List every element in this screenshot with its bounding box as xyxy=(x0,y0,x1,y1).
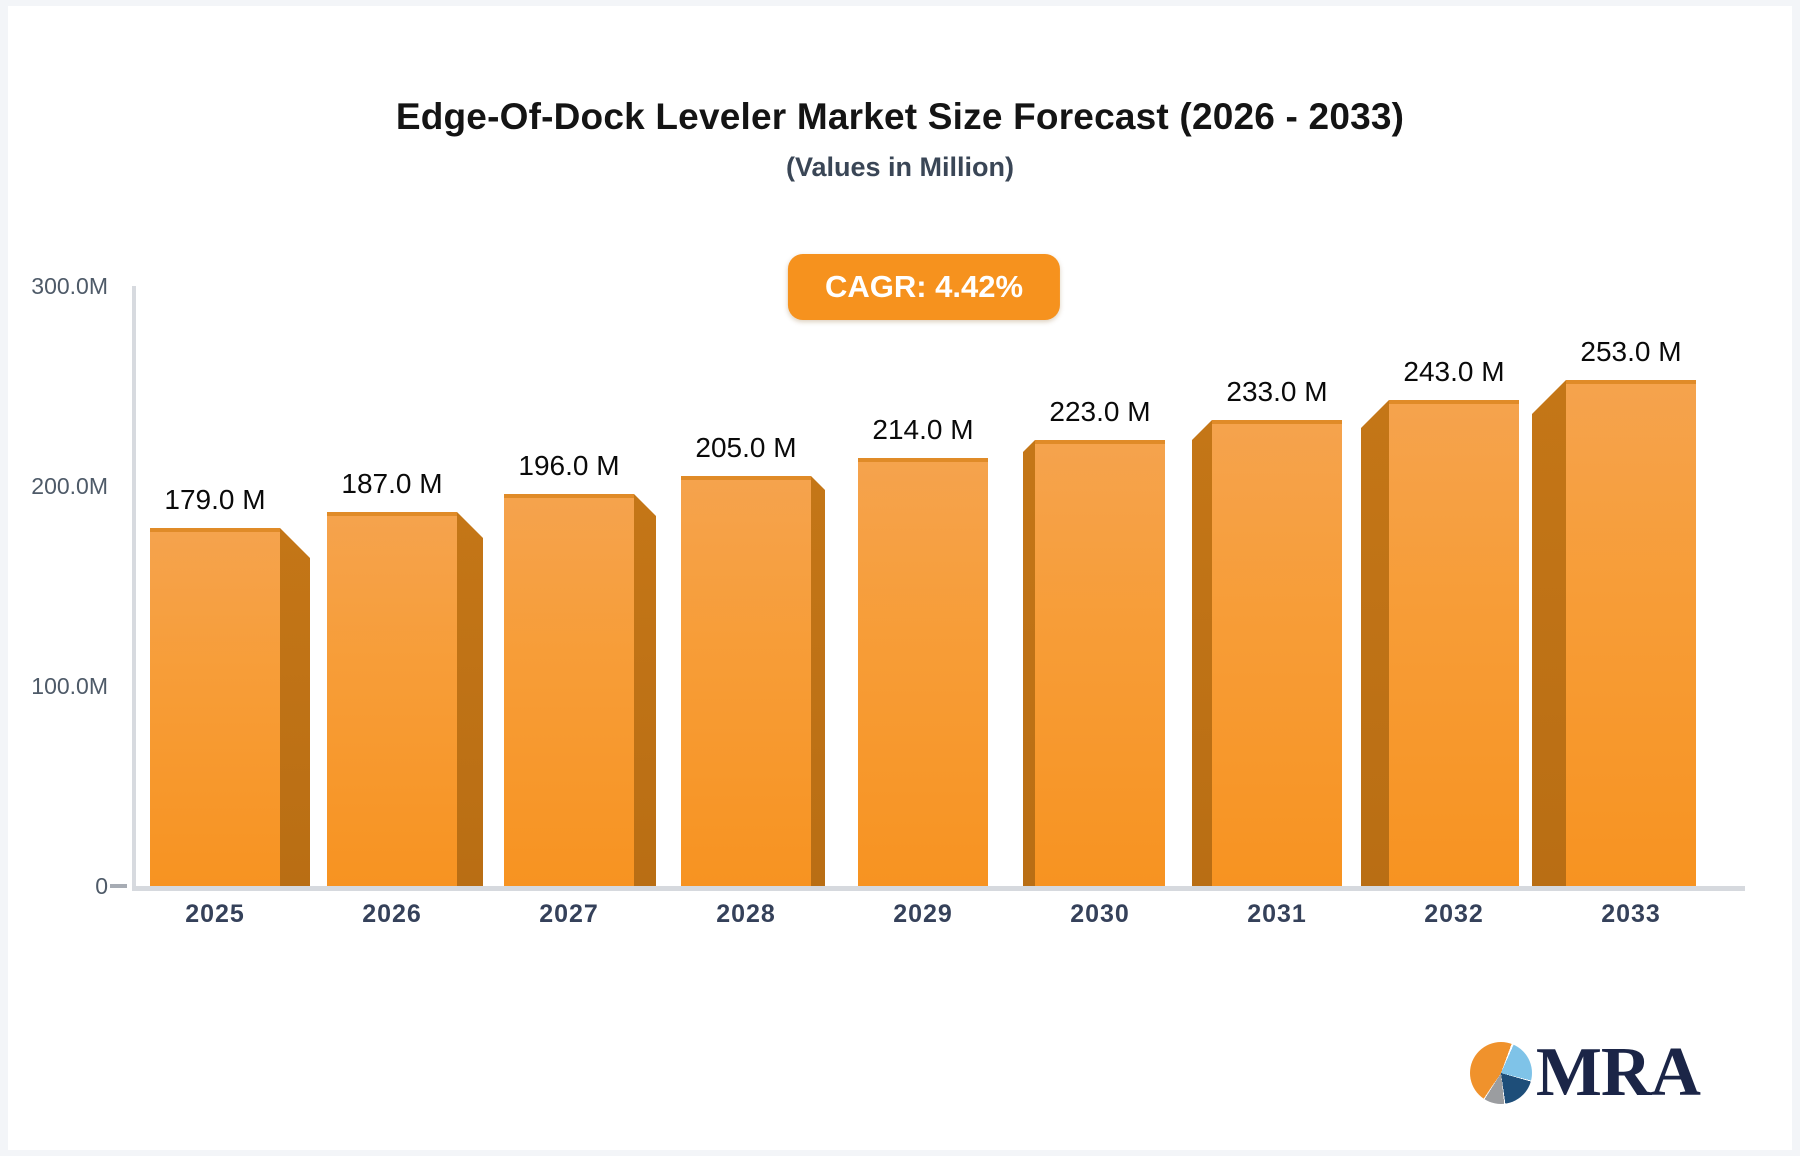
bar-side-2030 xyxy=(1023,440,1035,886)
bar-2026 xyxy=(327,512,457,886)
bar-side-2033 xyxy=(1532,380,1566,886)
bar-2032 xyxy=(1389,400,1519,886)
bar-2029 xyxy=(858,458,988,886)
x-axis-label-2032: 2032 xyxy=(1424,900,1484,928)
y-axis-tick-label: 200.0M xyxy=(31,473,108,499)
bar-2027 xyxy=(504,494,634,886)
bar-side-2028 xyxy=(811,476,825,886)
cagr-badge: CAGR: 4.42% xyxy=(787,254,1061,320)
x-axis-label-2025: 2025 xyxy=(185,900,245,928)
x-axis-label-2028: 2028 xyxy=(716,900,776,928)
bar-side-2031 xyxy=(1192,420,1212,886)
bar-value-label: 243.0 M xyxy=(1403,356,1505,387)
chart-title: Edge-Of-Dock Leveler Market Size Forecas… xyxy=(395,96,1405,137)
x-axis-baseline xyxy=(132,886,1745,891)
x-axis-label-2026: 2026 xyxy=(362,900,422,928)
bar-value-label: 223.0 M xyxy=(1049,396,1151,427)
bar-side-2027 xyxy=(634,494,656,886)
bar-2030 xyxy=(1035,440,1165,886)
x-axis-label-2030: 2030 xyxy=(1070,900,1130,928)
bar-2033 xyxy=(1566,380,1696,886)
x-axis-label-2033: 2033 xyxy=(1601,900,1661,928)
bar-side-2025 xyxy=(280,528,310,886)
chart-card: Edge-Of-Dock Leveler Market Size Forecas… xyxy=(8,6,1792,1150)
bar-2028 xyxy=(681,476,811,886)
mra-logo-pie-icon xyxy=(1469,1042,1532,1104)
chart-subtitle: (Values in Million) xyxy=(785,152,1015,182)
bar-2025 xyxy=(150,528,280,886)
y-axis-tick-label: 0 xyxy=(95,873,108,899)
mra-logo: MRA xyxy=(1469,1034,1701,1111)
bar-chart-plot: 0 100.0M 200.0M 300.0M 179.0 M 2025 187.0 M 202… xyxy=(8,6,1792,1006)
bar-value-label: 214.0 M xyxy=(872,414,974,445)
bar-value-label: 196.0 M xyxy=(518,450,620,481)
bar-side-2026 xyxy=(457,512,483,886)
x-axis-label-2027: 2027 xyxy=(539,900,599,928)
bar-side-2032 xyxy=(1361,400,1389,886)
bar-value-label: 233.0 M xyxy=(1226,376,1328,407)
bar-value-label: 187.0 M xyxy=(341,468,443,499)
bar-value-label: 179.0 M xyxy=(164,484,266,515)
y-axis-tick-label: 300.0M xyxy=(31,273,108,299)
x-axis-label-2031: 2031 xyxy=(1247,900,1307,928)
y-axis-zero-tick xyxy=(110,884,127,888)
bar-value-label: 253.0 M xyxy=(1580,336,1682,367)
y-axis-tick-label: 100.0M xyxy=(31,673,108,699)
bar-value-label: 205.0 M xyxy=(695,432,797,463)
mra-logo-text: MRA xyxy=(1535,1034,1701,1111)
bar-2031 xyxy=(1212,420,1342,886)
y-axis-line xyxy=(132,286,136,890)
x-axis-label-2029: 2029 xyxy=(893,900,953,928)
